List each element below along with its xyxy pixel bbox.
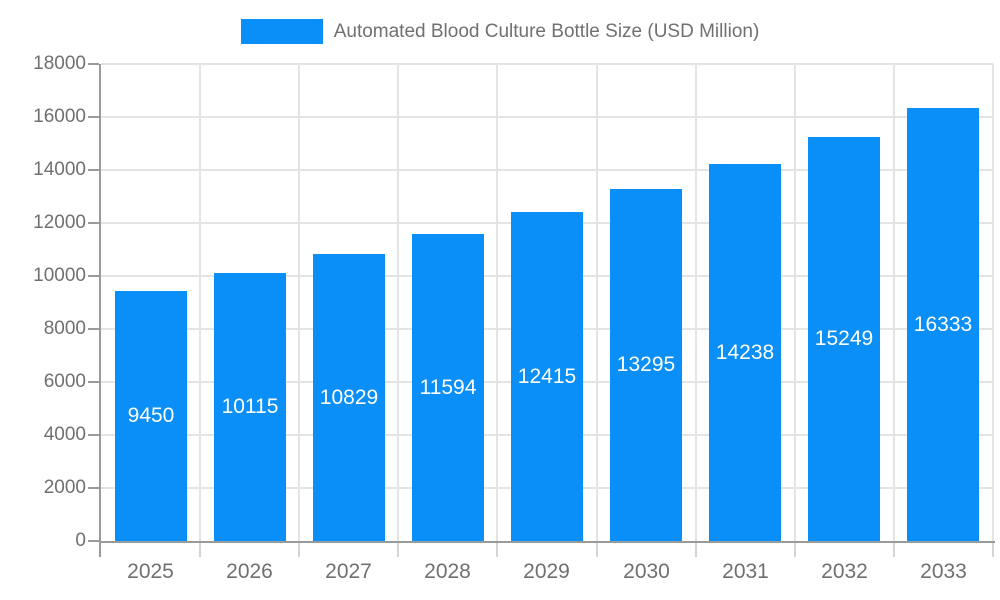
chart-legend: Automated Blood Culture Bottle Size (USD… xyxy=(0,19,1000,44)
x-tick-label: 2026 xyxy=(226,560,273,583)
x-tick xyxy=(298,543,300,557)
y-tick xyxy=(88,328,99,330)
plot-area: 0 2000 4000 6000 8000 10000 12000 14000 16000 180… xyxy=(33,53,995,583)
x-tick xyxy=(496,543,498,557)
y-tick-label: 2000 xyxy=(43,477,86,498)
bar: 10829 xyxy=(313,254,385,541)
v-gridline xyxy=(199,64,201,541)
y-tick-label: 8000 xyxy=(43,318,86,339)
x-tick-label: 2031 xyxy=(722,560,769,583)
h-gridline xyxy=(101,169,993,171)
y-tick-label: 10000 xyxy=(33,265,86,286)
bar-value-label: 16333 xyxy=(913,312,973,336)
y-tick xyxy=(88,381,99,383)
legend-item[interactable]: Automated Blood Culture Bottle Size (USD… xyxy=(240,19,760,44)
y-tick xyxy=(88,540,99,542)
v-gridline xyxy=(794,64,796,541)
v-gridline xyxy=(893,64,895,541)
bar: 11594 xyxy=(412,234,484,541)
v-gridline xyxy=(298,64,300,541)
bar-value-label: 10115 xyxy=(221,395,279,418)
x-tick-label: 2027 xyxy=(325,560,372,583)
bar-value-label: 14238 xyxy=(715,340,775,364)
x-tick xyxy=(992,543,994,557)
bar: 13295 xyxy=(610,189,682,541)
legend-swatch xyxy=(240,19,323,44)
bar-value-label: 13295 xyxy=(616,353,676,376)
y-tick xyxy=(88,222,99,224)
x-tick-label: 2033 xyxy=(920,560,967,583)
v-gridline xyxy=(496,64,498,541)
y-axis-line xyxy=(99,64,101,557)
x-tick xyxy=(596,543,598,557)
h-gridline xyxy=(101,116,993,118)
x-tick xyxy=(794,543,796,557)
bar-value-label: 15249 xyxy=(814,327,874,350)
y-tick xyxy=(88,116,99,118)
x-tick-label: 2025 xyxy=(127,560,174,583)
x-tick-label: 2030 xyxy=(623,560,670,583)
bar-value-label: 10829 xyxy=(319,385,379,409)
bar: 12415 xyxy=(511,212,583,541)
y-tick xyxy=(88,63,99,65)
bar-value-label: 11594 xyxy=(419,375,477,399)
y-tick-label: 18000 xyxy=(33,53,86,74)
y-tick-label: 14000 xyxy=(33,159,86,180)
bar: 10115 xyxy=(214,273,286,541)
y-tick-label: 0 xyxy=(75,530,86,551)
bar: 14238 xyxy=(709,164,781,541)
y-tick xyxy=(88,169,99,171)
bar-value-label: 12415 xyxy=(517,364,577,388)
bar: 9450 xyxy=(115,291,187,541)
v-gridline xyxy=(992,64,994,541)
v-gridline xyxy=(695,64,697,541)
x-tick-label: 2028 xyxy=(424,560,471,583)
x-axis-line xyxy=(99,541,995,543)
bar: 15249 xyxy=(808,137,880,541)
y-tick-label: 4000 xyxy=(43,424,86,445)
x-tick-label: 2029 xyxy=(523,560,570,583)
y-tick-label: 6000 xyxy=(43,371,86,392)
v-gridline xyxy=(596,64,598,541)
y-tick xyxy=(88,487,99,489)
legend-label: Automated Blood Culture Bottle Size (USD… xyxy=(333,21,760,42)
y-tick-label: 12000 xyxy=(33,212,86,233)
y-tick-label: 16000 xyxy=(33,106,86,127)
x-tick xyxy=(199,543,201,557)
y-tick xyxy=(88,434,99,436)
x-tick xyxy=(695,543,697,557)
bar: 16333 xyxy=(907,108,979,541)
v-gridline xyxy=(397,64,399,541)
y-tick xyxy=(88,275,99,277)
bar-value-label: 9450 xyxy=(127,404,175,427)
x-tick xyxy=(397,543,399,557)
h-gridline xyxy=(101,63,993,65)
x-tick-label: 2032 xyxy=(821,560,868,583)
x-tick xyxy=(893,543,895,557)
